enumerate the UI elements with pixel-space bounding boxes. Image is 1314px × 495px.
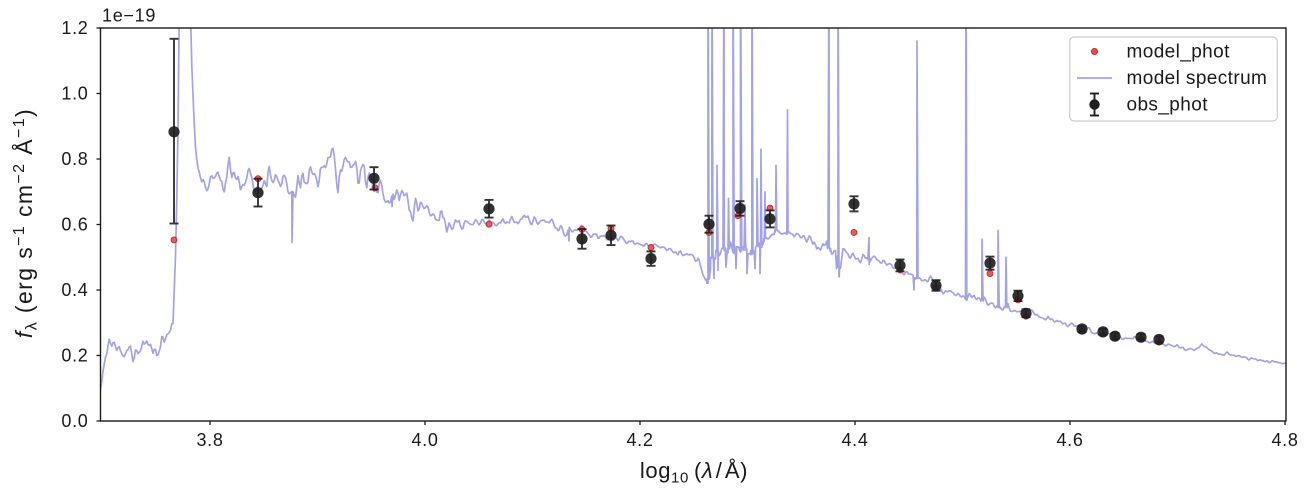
svg-text:1.0: 1.0 (61, 84, 88, 104)
svg-text:1.2: 1.2 (61, 18, 88, 38)
svg-text:3.8: 3.8 (196, 430, 223, 450)
svg-text:model_phot: model_phot (1127, 42, 1231, 63)
svg-text:log10 (λ / Å): log10 (λ / Å) (640, 458, 748, 487)
svg-text:4.2: 4.2 (626, 430, 653, 450)
svg-text:4.6: 4.6 (1056, 430, 1083, 450)
svg-text:0.8: 0.8 (61, 149, 88, 169)
svg-text:obs_phot: obs_phot (1127, 95, 1209, 116)
svg-text:model spectrum: model spectrum (1127, 68, 1268, 89)
svg-text:4.8: 4.8 (1271, 430, 1298, 450)
svg-text:fλ (erg s−1 cm−2 Å−1): fλ (erg s−1 cm−2 Å−1) (10, 108, 41, 338)
svg-text:0.6: 0.6 (61, 215, 88, 235)
svg-text:4.4: 4.4 (841, 430, 868, 450)
svg-text:4.0: 4.0 (411, 430, 438, 450)
svg-text:0.2: 0.2 (61, 346, 88, 366)
svg-text:1e−19: 1e−19 (102, 6, 156, 26)
svg-text:0.0: 0.0 (61, 411, 88, 431)
svg-text:0.4: 0.4 (61, 280, 88, 300)
